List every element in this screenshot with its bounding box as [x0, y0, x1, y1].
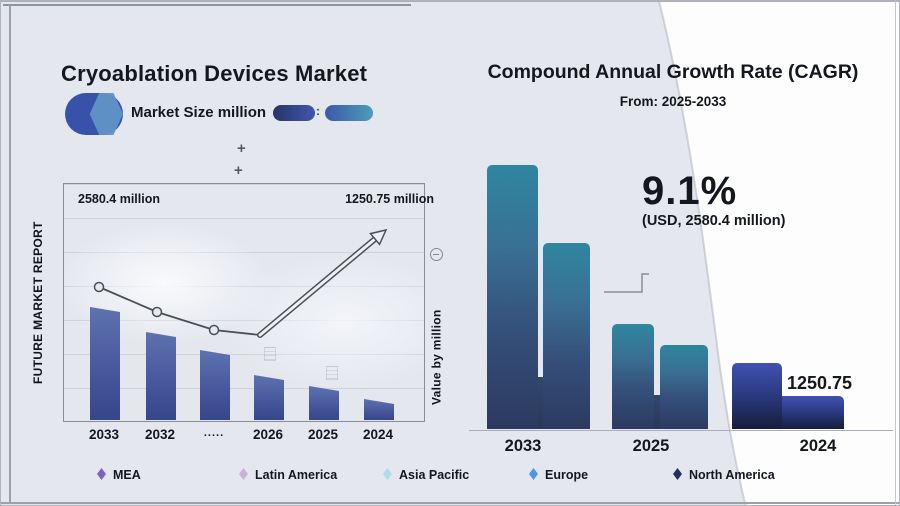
x-label-2024: 2024 [362, 427, 394, 442]
cagr-bar-2 [612, 324, 654, 429]
market-chart-x-labels: 2033 2032..... 2026 2025 2024 [63, 427, 425, 445]
cagr-bar-3 [660, 345, 708, 429]
legend-label: Asia Pacific [399, 468, 470, 482]
frame-top-line [1, 1, 899, 2]
frame-top-tab-line [3, 4, 411, 6]
market-bar-2024 [364, 399, 394, 420]
value-by-million-label: Value by million [429, 309, 444, 405]
region-legend: MEA Latin America Asia Pacific Europe North … [1, 465, 899, 491]
chart-annotation-right: 1250.75 million [345, 192, 434, 206]
legend-label: MEA [113, 468, 141, 482]
trend-marker [151, 306, 163, 318]
cagr-bar-5 [782, 396, 844, 429]
cagr-title: Compound Annual Growth Rate (CAGR) [487, 61, 859, 83]
ratio-pill-left [273, 105, 315, 121]
legend-label: North America [689, 468, 775, 482]
market-bar-2032 [146, 332, 176, 420]
market-bar-2025 [309, 386, 339, 420]
cagr-subtitle: From: 2025-2033 [619, 94, 727, 109]
trend-line-arrow [93, 228, 388, 338]
market-size-label: Market Size million [131, 104, 267, 121]
database-cylinder-icon [65, 93, 123, 135]
cagr-value: 9.1% [642, 169, 738, 213]
x-label-2033: 2033 [88, 427, 120, 442]
legend-diamond-icon [97, 468, 106, 480]
x-label-.....: ..... [203, 427, 225, 439]
chart-annotation-left: 2580.4 million [78, 192, 160, 206]
cagr-bar-1 [543, 243, 590, 429]
ratio-colon: : [316, 104, 320, 118]
legend-label: Latin America [255, 468, 338, 482]
cagr-bar-joiner [654, 395, 660, 429]
trend-marker [93, 281, 105, 293]
peak-value-label: 1250.75 [787, 373, 853, 393]
x-label-2026: 2026 [252, 427, 284, 442]
cagr-detail: (USD, 2580.4 million) [642, 213, 786, 229]
legend-diamond-icon [529, 468, 538, 480]
market-bar-2026 [254, 375, 284, 420]
legend-diamond-icon [383, 468, 392, 480]
frame-bottom-line [1, 502, 899, 504]
market-size-chart: 2580.4 million 1250.75 million [63, 183, 434, 422]
plus-icon: + [234, 162, 243, 179]
frame-right-line [895, 1, 896, 505]
document-watermark-icon [264, 347, 276, 361]
market-bar-2033 [90, 307, 120, 420]
cagr-bar-0 [487, 165, 538, 429]
document-watermark-icon [326, 366, 338, 380]
legend-diamond-icon [673, 468, 682, 480]
cagr-bar-4 [732, 363, 782, 429]
legend-label: Europe [545, 468, 589, 482]
ratio-pill-right [325, 105, 373, 121]
x-label-2033: 2033 [504, 437, 542, 455]
market-bar-..... [200, 350, 230, 420]
cagr-chart: 2033 2025 2024 [469, 161, 893, 455]
minus-circle-icon [430, 248, 443, 261]
legend-diamond-icon [239, 468, 248, 480]
frame-left-line [9, 5, 11, 503]
x-label-2024: 2024 [799, 437, 837, 455]
cagr-bar-joiner [538, 377, 543, 429]
x-label-2025: 2025 [307, 427, 339, 442]
x-label-2032: 2032 [144, 427, 176, 442]
step-line-icon [604, 273, 649, 293]
future-market-report-label: FUTURE MARKET REPORT [31, 221, 45, 385]
x-label-2025: 2025 [632, 437, 670, 455]
page-title: Cryoablation Devices Market [61, 61, 368, 86]
trend-marker [208, 324, 220, 336]
plus-icon: + [237, 140, 246, 157]
cagr-chart-axis [469, 429, 893, 431]
